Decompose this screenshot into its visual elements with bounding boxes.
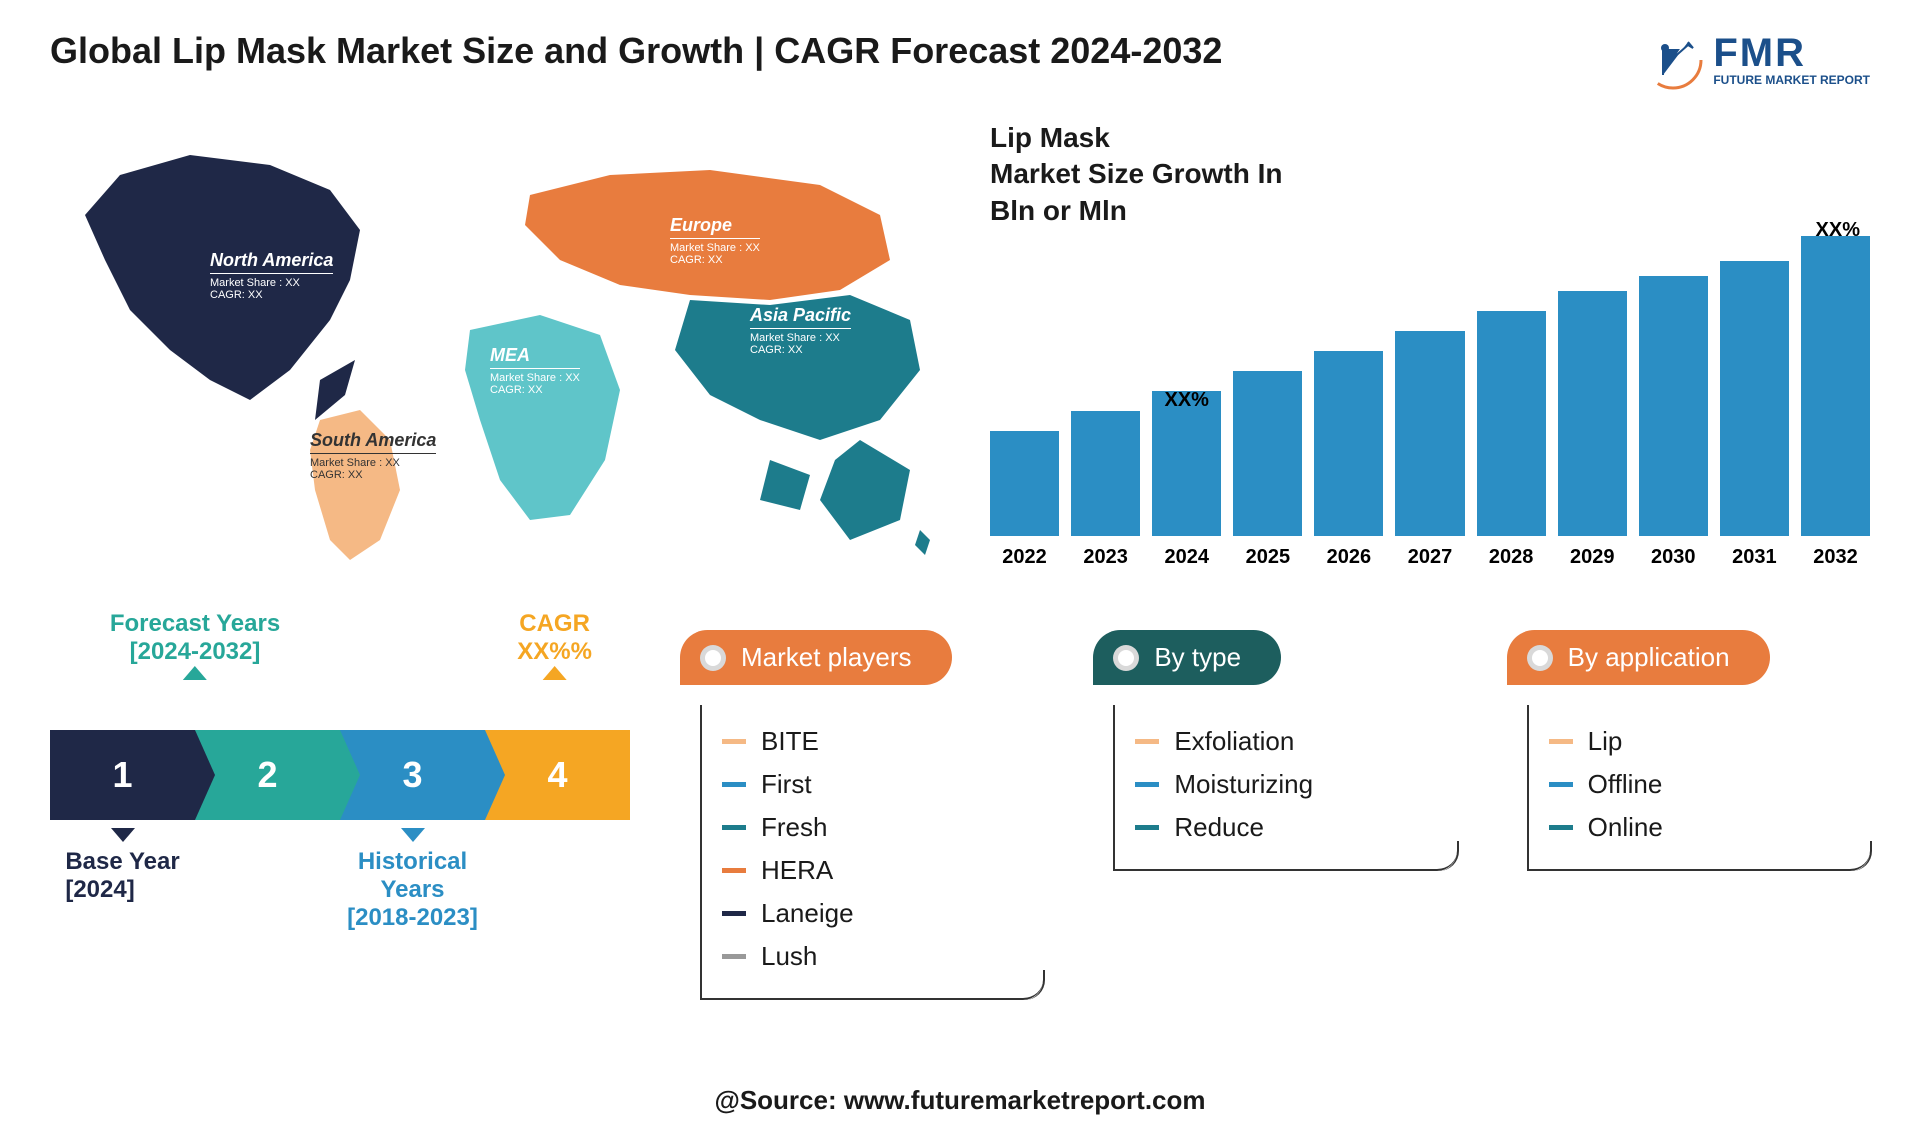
category-market-players: Market players BITEFirstFreshHERALaneigeL…	[680, 630, 1043, 1000]
top-section: North AmericaMarket Share : XXCAGR: XX So…	[50, 120, 1870, 570]
cat-header: By application	[1507, 630, 1770, 685]
bar-2022: 2022	[990, 431, 1059, 569]
world-map: North AmericaMarket Share : XXCAGR: XX So…	[50, 120, 950, 570]
region-south-america: South AmericaMarket Share : XXCAGR: XX	[310, 430, 436, 481]
bar-chart: Lip Mask Market Size Growth In Bln or Ml…	[990, 120, 1870, 570]
cat-item: Offline	[1529, 763, 1870, 806]
page-title: Global Lip Mask Market Size and Growth |…	[50, 30, 1222, 72]
bars-container: 20222023XX%20242025202620272028202920302…	[990, 249, 1870, 569]
cat-header: By type	[1093, 630, 1281, 685]
tl-hist-label: Historical Years [2018-2023]	[340, 848, 485, 932]
bar-2027: 2027	[1395, 331, 1464, 569]
tl-forecast-label: Forecast Years [2024-2032]	[110, 610, 280, 680]
bar-2031: 2031	[1720, 261, 1789, 569]
bar-2030: 2030	[1639, 276, 1708, 569]
logo: FMR FUTURE MARKET REPORT	[1643, 30, 1870, 90]
cat-item: Exfoliation	[1115, 720, 1456, 763]
tl-base-label: Base Year [2024]	[65, 848, 179, 904]
tl-step-4: 4	[485, 730, 630, 820]
cat-item: BITE	[702, 720, 1043, 763]
cat-item: HERA	[702, 849, 1043, 892]
tl-step-2: 2	[195, 730, 340, 820]
tl-cagr-label: CAGR XX%%	[517, 610, 592, 680]
chart-title-l1: Lip Mask	[990, 122, 1110, 153]
logo-icon	[1643, 30, 1703, 90]
logo-sub: FUTURE MARKET REPORT	[1713, 73, 1870, 87]
bar-2028: 2028	[1477, 311, 1546, 569]
bar-2029: 2029	[1558, 291, 1627, 569]
category-by-type: By type ExfoliationMoisturizingReduce	[1093, 630, 1456, 1000]
region-asia-pacific: Asia PacificMarket Share : XXCAGR: XX	[750, 305, 851, 356]
cat-item: First	[702, 763, 1043, 806]
cat-item: Laneige	[702, 892, 1043, 935]
region-mea: MEAMarket Share : XXCAGR: XX	[490, 345, 580, 396]
tl-step-3: 3	[340, 730, 485, 820]
timeline-steps: 1 2 3 4	[50, 730, 630, 820]
bar-2032: 2032	[1801, 236, 1870, 569]
bar-2025: 2025	[1233, 371, 1302, 569]
category-by-application: By application LipOfflineOnline	[1507, 630, 1870, 1000]
bar-2023: 2023	[1071, 411, 1140, 569]
logo-fmr: FMR	[1713, 33, 1870, 73]
region-north-america: North AmericaMarket Share : XXCAGR: XX	[210, 250, 333, 301]
chart-title: Lip Mask Market Size Growth In Bln or Ml…	[990, 120, 1870, 229]
categories: Market playersBITEFirstFreshHERALaneigeL…	[680, 630, 1870, 1000]
chart-title-l3: Bln or Mln	[990, 195, 1127, 226]
cat-item: Reduce	[1115, 806, 1456, 849]
bar-2026: 2026	[1314, 351, 1383, 569]
source-text: @Source: www.futuremarketreport.com	[714, 1085, 1205, 1116]
cat-item: Fresh	[702, 806, 1043, 849]
header: Global Lip Mask Market Size and Growth |…	[50, 30, 1870, 90]
region-europe: EuropeMarket Share : XXCAGR: XX	[670, 215, 760, 266]
cat-item: Moisturizing	[1115, 763, 1456, 806]
timeline: Forecast Years [2024-2032] CAGR XX%% 1 2…	[50, 630, 630, 932]
cat-item: Online	[1529, 806, 1870, 849]
logo-text: FMR FUTURE MARKET REPORT	[1713, 33, 1870, 87]
cat-header: Market players	[680, 630, 952, 685]
bar-2024: XX%2024	[1152, 391, 1221, 569]
cat-item: Lush	[702, 935, 1043, 978]
tl-step-1: 1	[50, 730, 195, 820]
cat-item: Lip	[1529, 720, 1870, 763]
bottom-section: Forecast Years [2024-2032] CAGR XX%% 1 2…	[50, 630, 1870, 1000]
chart-title-l2: Market Size Growth In	[990, 158, 1283, 189]
